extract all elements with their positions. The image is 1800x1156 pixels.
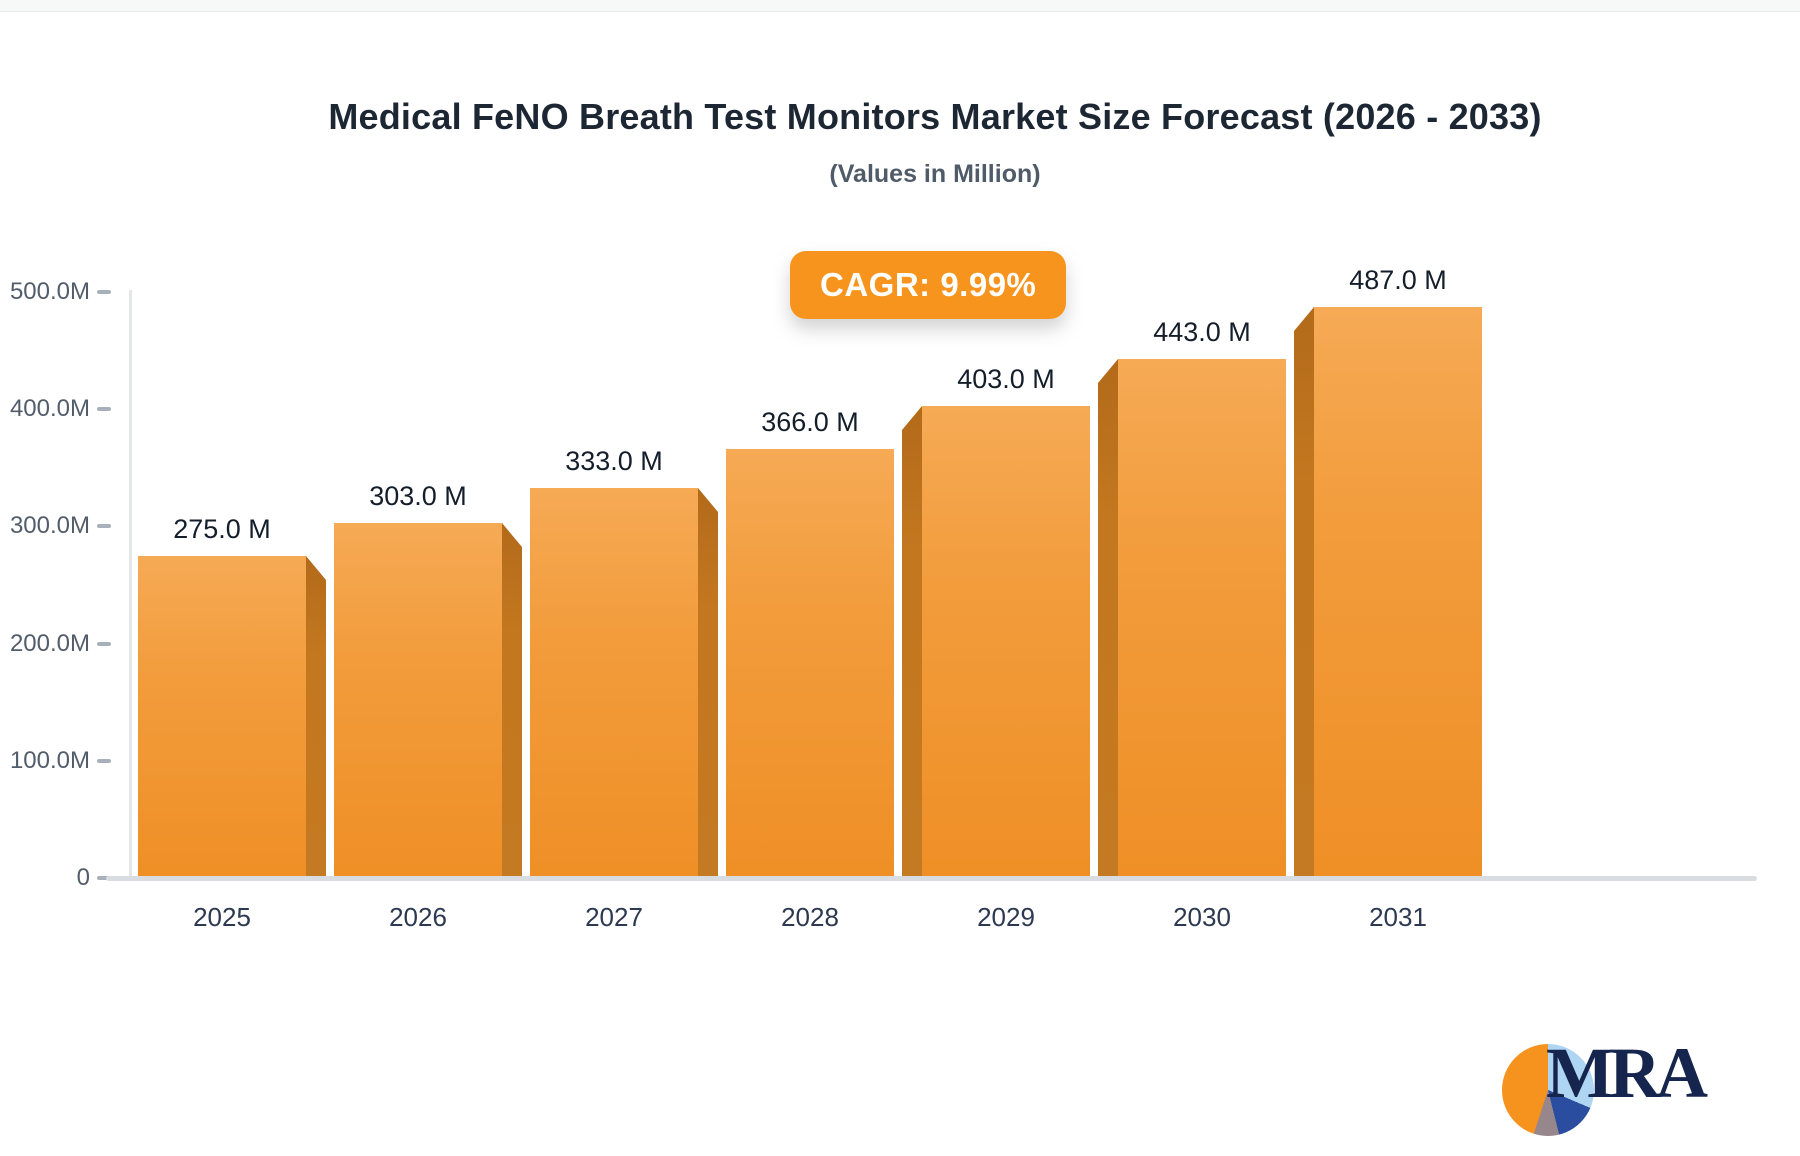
y-axis-tick-mark (97, 758, 111, 763)
x-axis-label: 2027 (585, 902, 643, 932)
x-axis-label: 2026 (389, 902, 447, 932)
bar-2028[interactable] (726, 449, 894, 878)
y-axis-tick-mark (97, 407, 111, 412)
bar-value-label: 366.0 M (761, 407, 859, 437)
cagr-badge: CAGR: 9.99% (790, 251, 1067, 319)
bar-value-label: 275.0 M (173, 514, 271, 544)
bar-2026[interactable] (334, 523, 502, 878)
y-axis-tick-label: 100.0M (9, 746, 90, 774)
bar-value-label: 443.0 M (1153, 317, 1251, 347)
bar-2025-side (306, 556, 326, 878)
y-axis-line (129, 290, 132, 878)
bar-2030[interactable] (1118, 359, 1286, 878)
pie-chart-logo-icon (1502, 1044, 1594, 1136)
y-axis-tick-mark (97, 876, 111, 880)
bar-value-label: 303.0 M (369, 481, 467, 511)
bar-2029-side (902, 406, 922, 878)
bar-2027-side (698, 488, 718, 878)
x-axis-label: 2028 (781, 902, 839, 932)
y-axis-tick-mark (97, 524, 111, 529)
page-top-edge (0, 0, 1800, 12)
y-axis-tick-mark (97, 641, 111, 646)
bar-value-label: 333.0 M (565, 446, 663, 476)
bar-2029[interactable] (922, 406, 1090, 878)
cagr-badge-label: CAGR: 9.99% (820, 266, 1037, 303)
y-axis-tick-label: 400.0M (9, 395, 90, 423)
bar-2031-side (1294, 307, 1314, 878)
mra-logo: MRA (1500, 1030, 1770, 1140)
logo-text: MRA (1546, 1033, 1708, 1113)
bar-2027[interactable] (530, 488, 698, 878)
x-axis-label: 2025 (193, 902, 251, 932)
x-axis-label: 2031 (1369, 902, 1427, 932)
x-axis-baseline (106, 876, 1757, 881)
chart-title: Medical FeNO Breath Test Monitors Market… (328, 96, 1542, 137)
bar-value-label: 403.0 M (957, 364, 1055, 394)
y-axis-tick-mark (97, 290, 111, 294)
y-axis-tick-label: 200.0M (9, 629, 90, 657)
x-axis-label: 2030 (1173, 902, 1231, 932)
y-axis-tick-label: 0 (76, 864, 90, 891)
bar-2025[interactable] (138, 556, 306, 878)
y-axis-tick-label: 300.0M (9, 512, 90, 540)
x-axis-label: 2029 (977, 902, 1035, 932)
chart-subtitle: (Values in Million) (829, 160, 1041, 188)
bar-2031[interactable] (1314, 307, 1482, 878)
bar-2026-side (502, 523, 522, 878)
y-axis-tick-label: 500.0M (9, 278, 90, 305)
bar-2030-side (1098, 359, 1118, 878)
bar-value-label: 487.0 M (1349, 265, 1447, 295)
